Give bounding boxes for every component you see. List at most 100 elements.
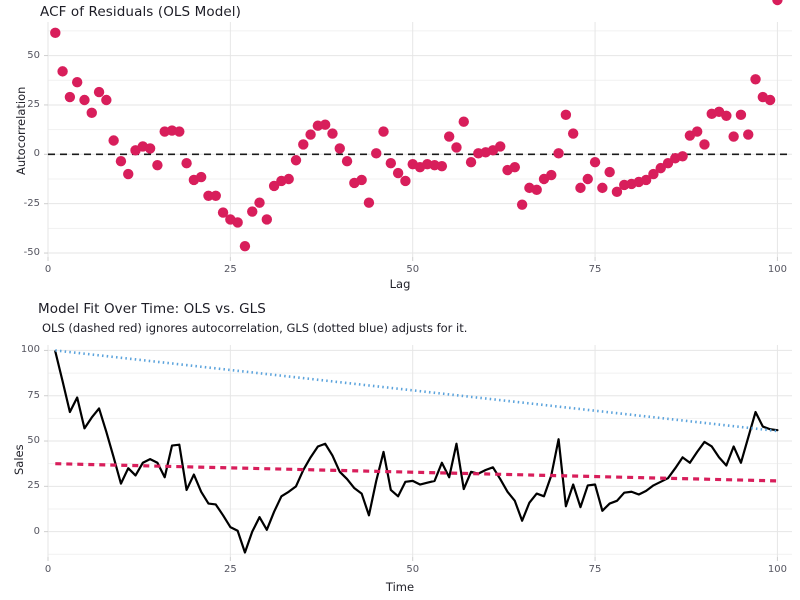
acf-point xyxy=(546,169,557,181)
acf-point xyxy=(305,129,316,140)
acf-point xyxy=(371,148,382,159)
acf-point xyxy=(691,126,703,137)
acf-point xyxy=(516,199,528,210)
acf-point xyxy=(743,129,754,140)
acf-point xyxy=(575,182,586,194)
acf-point xyxy=(152,159,163,171)
acf-chart-title: ACF of Residuals (OLS Model) xyxy=(40,4,241,20)
acf-point xyxy=(400,175,411,187)
acf-point xyxy=(64,91,76,103)
acf-point xyxy=(363,197,375,208)
x-tick-label: 75 xyxy=(588,264,602,275)
gls-fit-line xyxy=(55,349,778,433)
acf-point xyxy=(341,156,353,167)
acf-point xyxy=(611,186,623,198)
acf-point xyxy=(648,168,659,180)
y-tick-label: 25 xyxy=(27,480,40,492)
y-tick-label: 50 xyxy=(27,49,40,61)
acf-point xyxy=(195,171,207,183)
acf-point xyxy=(86,107,97,119)
acf-point xyxy=(677,151,688,162)
acf-x-axis-title: Lag xyxy=(389,277,411,291)
x-tick-label: 0 xyxy=(44,264,52,275)
acf-point xyxy=(560,109,572,121)
acf-point xyxy=(531,184,542,196)
acf-point xyxy=(174,126,185,137)
x-tick-label: 25 xyxy=(223,564,237,575)
acf-point xyxy=(721,110,732,122)
acf-point xyxy=(495,141,506,152)
acf-point xyxy=(93,86,105,98)
acf-point xyxy=(261,214,273,225)
acf-point xyxy=(764,94,776,106)
acf-point xyxy=(465,157,477,168)
y-tick-label: 75 xyxy=(27,389,40,401)
acf-point xyxy=(203,190,214,201)
acf-point xyxy=(239,240,251,252)
acf-point xyxy=(378,126,389,137)
acf-point xyxy=(772,0,783,6)
acf-point xyxy=(458,116,469,127)
acf-point xyxy=(392,167,404,179)
acf-point xyxy=(699,139,710,150)
acf-point xyxy=(443,131,455,142)
acf-point xyxy=(750,74,761,85)
acf-point xyxy=(268,180,280,192)
x-tick-label: 100 xyxy=(767,564,787,575)
x-tick-label: 25 xyxy=(223,264,237,275)
acf-point xyxy=(181,158,192,169)
acf-plot-area xyxy=(44,0,792,261)
acf-point xyxy=(509,161,521,173)
y-tick-label: 50 xyxy=(27,435,40,447)
y-tick-label: 100 xyxy=(20,344,40,356)
acf-point xyxy=(217,207,229,218)
x-tick-label: 100 xyxy=(767,264,787,275)
acf-point xyxy=(50,27,61,39)
acf-point xyxy=(385,158,397,169)
acf-point xyxy=(735,109,747,121)
x-tick-label: 75 xyxy=(588,564,602,575)
acf-point xyxy=(662,158,674,169)
acf-point xyxy=(327,128,338,139)
acf-point xyxy=(144,143,156,154)
model-fit-chart-subtitle: OLS (dashed red) ignores autocorrelation… xyxy=(42,321,468,335)
acf-point xyxy=(334,143,345,154)
acf-panel: ACF of Residuals (OLS Model) Autocorrela… xyxy=(0,0,800,295)
model-fit-panel: Model Fit Over Time: OLS vs. GLS OLS (da… xyxy=(0,295,800,600)
acf-point xyxy=(57,66,68,77)
y-tick-label: -25 xyxy=(23,197,40,209)
acf-point xyxy=(567,128,579,139)
acf-point xyxy=(115,156,127,167)
y-tick-label: -50 xyxy=(23,247,40,259)
acf-point xyxy=(553,148,564,159)
acf-point xyxy=(71,77,83,88)
acf-point xyxy=(210,190,221,201)
acf-point xyxy=(298,139,309,150)
y-tick-label: 25 xyxy=(27,98,40,110)
acf-point xyxy=(451,142,462,153)
acf-point xyxy=(589,157,601,168)
acf-point xyxy=(108,135,119,146)
acf-point xyxy=(319,119,331,130)
acf-point xyxy=(254,197,265,208)
model-fit-plot-area xyxy=(44,345,792,561)
observed-series-line xyxy=(54,350,779,554)
acf-point xyxy=(436,160,448,172)
acf-point xyxy=(247,206,258,217)
acf-point xyxy=(728,131,739,142)
acf-point xyxy=(604,166,615,178)
x-tick-label: 50 xyxy=(406,264,420,275)
acf-point xyxy=(232,217,243,228)
x-tick-label: 0 xyxy=(44,564,52,575)
acf-point xyxy=(101,94,112,106)
acf-point xyxy=(655,162,666,174)
y-tick-label: 0 xyxy=(33,525,40,537)
acf-point xyxy=(123,168,134,180)
acf-point xyxy=(283,173,294,185)
model-fit-chart-title: Model Fit Over Time: OLS vs. GLS xyxy=(38,301,266,317)
acf-point xyxy=(290,155,302,166)
x-tick-label: 50 xyxy=(406,564,420,575)
acf-point xyxy=(79,94,90,106)
y-tick-label: 0 xyxy=(33,148,40,160)
